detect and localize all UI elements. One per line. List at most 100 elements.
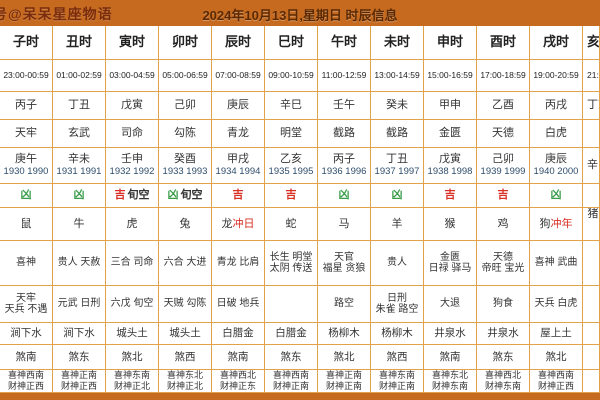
nayin-cell: 城头土 xyxy=(106,323,159,345)
luck-cell: 吉旬空 xyxy=(106,184,159,208)
inauspicious-gods-cell xyxy=(265,286,318,323)
hour-ganzhi-cell: 丙戌 xyxy=(530,92,583,120)
hour-cell: 戌时 xyxy=(530,26,583,60)
huangdao-star-cell: 司命 xyxy=(106,120,159,148)
text-part: 蛇 xyxy=(285,217,297,230)
time-cell: 07:00-08:59 xyxy=(212,60,265,92)
hour-cell: 未时 xyxy=(371,26,424,60)
clash-years: 1933 1993 xyxy=(162,165,208,177)
hour-cell: 子时 xyxy=(0,26,53,60)
god-line: 天德 xyxy=(493,251,513,263)
text-part: 凶 xyxy=(167,189,179,202)
page-title: 2024年10月13日,星期日 时辰信息 xyxy=(202,8,398,23)
auspicious-gods-cell: 贵人 xyxy=(371,241,424,286)
year-ganzhi-cell: 丁丑 1937 1997 xyxy=(371,148,424,184)
god-line: 财神正南 xyxy=(272,381,309,391)
luck-cell: 吉 xyxy=(212,184,265,208)
sha-direction-cell: 煞北 xyxy=(106,345,159,370)
god-line: 喜神西南 xyxy=(537,370,574,381)
god-line: 大退 xyxy=(440,298,460,310)
header-bar: 号@呆呆星座物语 2024年10月13日,星期日 时辰信息 xyxy=(0,0,600,26)
god-line: 喜神西南 xyxy=(7,370,44,381)
hour-ganzhi-cell: 乙酉 xyxy=(477,92,530,120)
auspicious-gods-cell: 三合 司命 xyxy=(106,241,159,286)
text-part: 吉 xyxy=(285,189,297,202)
text-part: 牛 xyxy=(73,217,85,230)
god-line: 六戊 旬空 xyxy=(110,298,154,310)
nayin-cell: 白腊金 xyxy=(212,323,265,345)
god-line: 财神正西 xyxy=(60,381,97,391)
hour-ganzhi-cell: 癸未 xyxy=(371,92,424,120)
hour-cell: 巳时 xyxy=(265,26,318,60)
hour-ganzhi-cell: 壬午 xyxy=(318,92,371,120)
gods-direction-cell: 喜神东南 财神正北 xyxy=(106,370,159,393)
huangdao-star-cell: 天德 xyxy=(477,120,530,148)
god-line: 喜神东北 xyxy=(431,370,468,381)
zodiac-cell: 兔 xyxy=(159,208,212,241)
luck-cell: 吉 xyxy=(265,184,318,208)
nayin-cell: 涧下水 xyxy=(53,323,106,345)
partial-dir-cell xyxy=(583,370,600,393)
inauspicious-gods-cell: 日破 地兵 xyxy=(212,286,265,323)
text-part: 旬空 xyxy=(127,189,150,202)
clash-years: 1932 1992 xyxy=(109,165,155,177)
god-line: 金匮 xyxy=(440,251,460,263)
zodiac-cell: 龙冲日 xyxy=(212,208,265,241)
god-line: 财神正东 xyxy=(219,381,256,391)
god-line: 路空 xyxy=(334,298,354,310)
inauspicious-gods-cell: 狗食 xyxy=(477,286,530,323)
hour-cell: 丑时 xyxy=(53,26,106,60)
god-line: 天牢 xyxy=(16,292,36,304)
year-ganzhi-cell: 庚午 1930 1990 xyxy=(0,148,53,184)
nayin-cell: 城头土 xyxy=(159,323,212,345)
god-line: 财神正北 xyxy=(113,381,150,391)
huangdao-star-cell: 明堂 xyxy=(265,120,318,148)
hours-table: 子时 23:00-00:59 丙子 天牢 庚午 1930 1990 凶鼠喜神 天牢 天兵 不遇涧… xyxy=(0,26,600,393)
year-ganzhi-cell: 戊寅 1938 1998 xyxy=(424,148,477,184)
text-part: 冲日 xyxy=(232,217,255,230)
god-line: 日刑 xyxy=(387,292,407,304)
god-line: 狗食 xyxy=(493,298,513,310)
luck-cell: 凶 xyxy=(530,184,583,208)
time-cell: 03:00-04:59 xyxy=(106,60,159,92)
text-part: 旬空 xyxy=(180,189,203,202)
god-line: 青龙 比肩 xyxy=(216,257,260,269)
auspicious-gods-cell: 贵人 天赦 xyxy=(53,241,106,286)
hour-cell: 辰时 xyxy=(212,26,265,60)
god-line: 财神正南 xyxy=(378,381,415,391)
zodiac-cell: 猴 xyxy=(424,208,477,241)
text-part: 鸡 xyxy=(497,217,509,230)
text-part: 吉 xyxy=(114,189,126,202)
clash-years: 1931 1991 xyxy=(56,165,102,177)
nayin-cell: 屋上土 xyxy=(530,323,583,345)
nayin-cell: 井泉水 xyxy=(424,323,477,345)
zodiac-cell: 牛 xyxy=(53,208,106,241)
hour-cell: 申时 xyxy=(424,26,477,60)
sha-direction-cell: 煞北 xyxy=(318,345,371,370)
clash-years: 1930 1990 xyxy=(3,165,49,177)
text-part: 冲年 xyxy=(550,217,573,230)
god-line: 六合 大进 xyxy=(163,257,207,269)
god-line: 喜神东南 xyxy=(113,370,150,381)
nayin-cell: 白腊金 xyxy=(265,323,318,345)
partial-nayin-cell xyxy=(583,323,600,345)
god-line: 帝旺 宝光 xyxy=(481,263,525,274)
hour-ganzhi-cell: 戊寅 xyxy=(106,92,159,120)
huangdao-star-cell: 截路 xyxy=(371,120,424,148)
inauspicious-gods-cell: 路空 xyxy=(318,286,371,323)
god-line: 喜神西北 xyxy=(219,370,256,381)
gods-direction-cell: 喜神正南 财神正南 xyxy=(318,370,371,393)
year-ganzhi-cell: 甲戌 1934 1994 xyxy=(212,148,265,184)
text-part: 兔 xyxy=(179,217,191,230)
text-part: 凶 xyxy=(550,189,562,202)
time-cell: 09:00-10:59 xyxy=(265,60,318,92)
time-cell: 01:00-02:59 xyxy=(53,60,106,92)
god-line: 福星 贪狼 xyxy=(322,263,366,274)
hour-cell: 酉时 xyxy=(477,26,530,60)
clash-years: 1936 1996 xyxy=(321,165,367,177)
text-part: 羊 xyxy=(391,217,403,230)
time-cell: 19:00-20:59 xyxy=(530,60,583,92)
god-line: 财神正西 xyxy=(7,381,44,391)
year-ganzhi-cell: 庚辰 1940 2000 xyxy=(530,148,583,184)
huangdao-star-cell: 勾陈 xyxy=(159,120,212,148)
